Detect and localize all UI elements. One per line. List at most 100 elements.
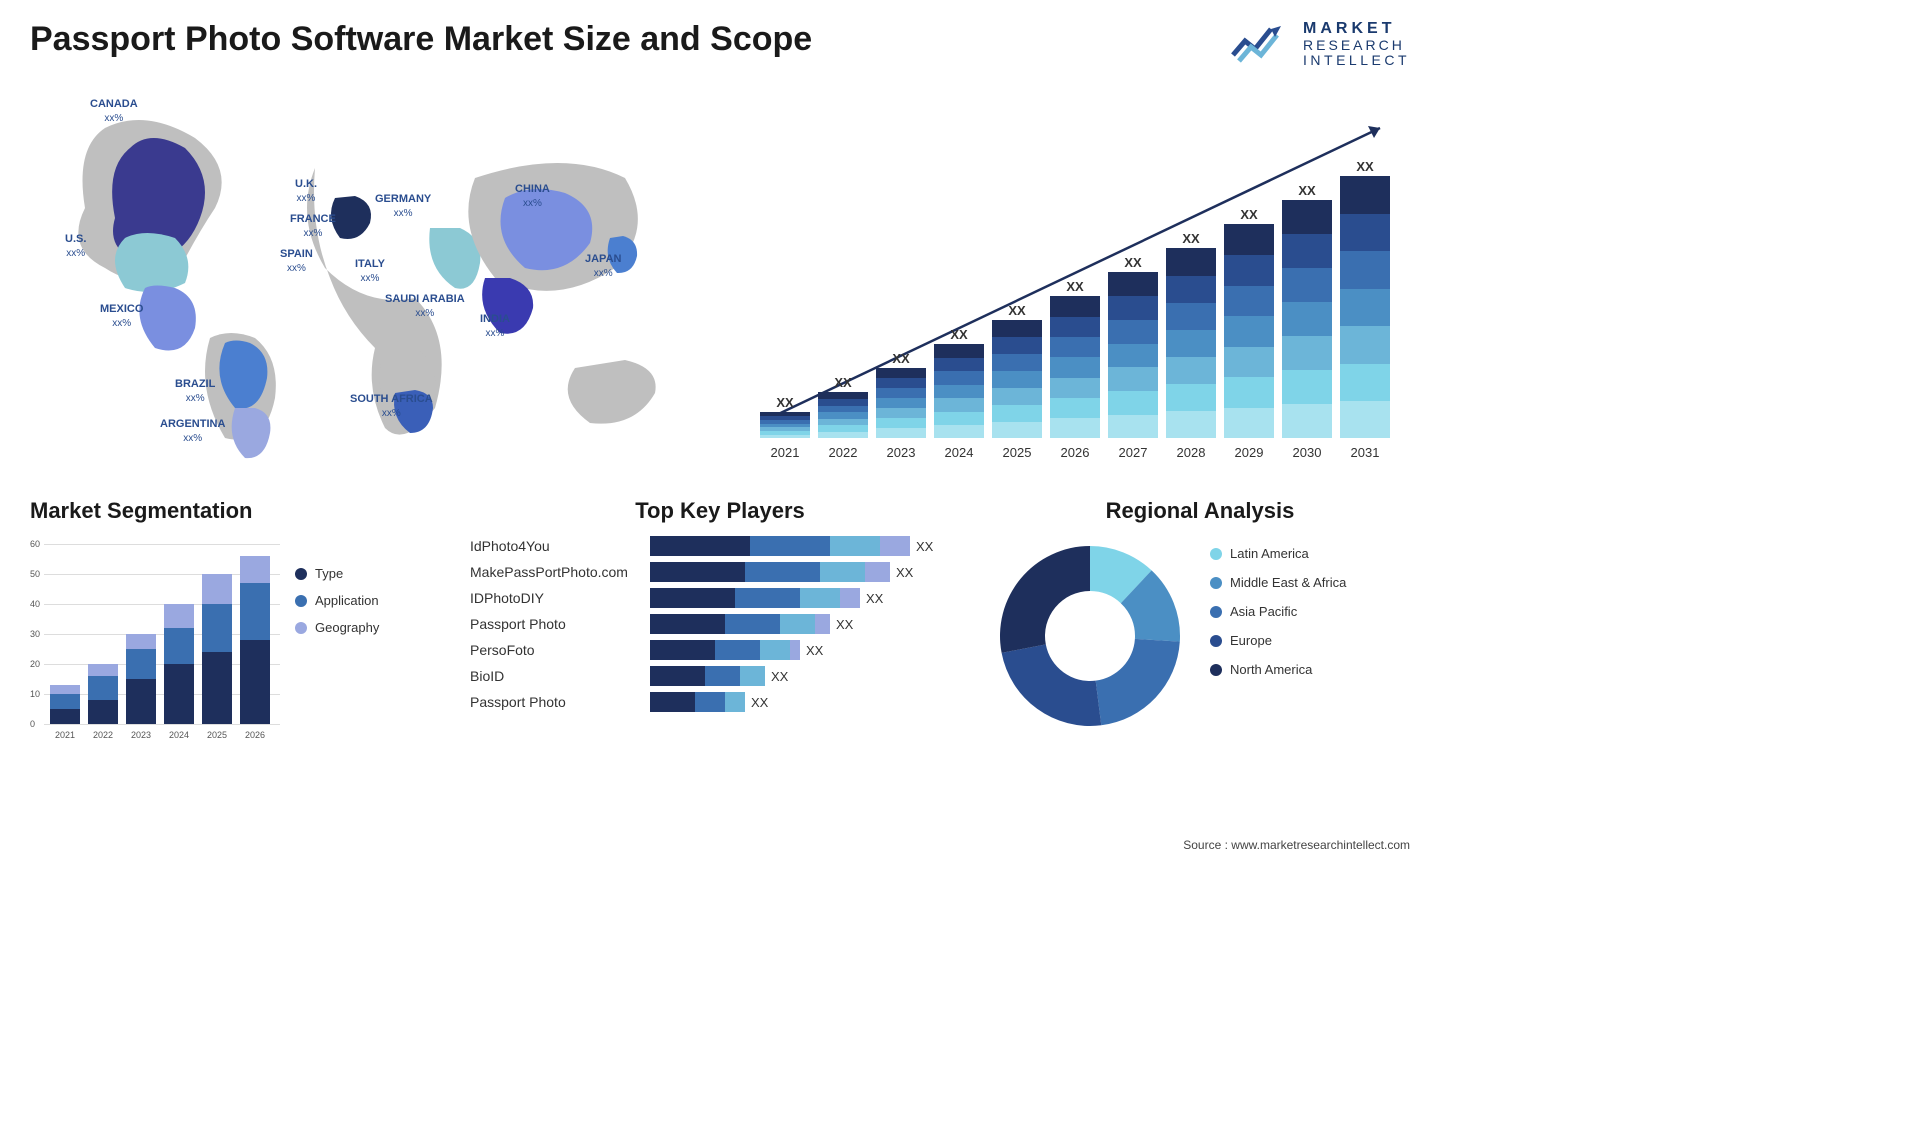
logo-text-2: RESEARCH	[1303, 38, 1410, 53]
source-text: Source : www.marketresearchintellect.com	[1183, 838, 1410, 852]
growth-bar-label: XX	[1282, 183, 1332, 198]
seg-year-label: 2024	[164, 730, 194, 740]
growth-bar	[1166, 248, 1216, 438]
growth-bar	[1050, 296, 1100, 438]
map-label: ITALYxx%	[355, 258, 385, 284]
player-bar	[650, 614, 830, 634]
seg-ytick: 0	[30, 719, 35, 729]
player-bar	[650, 588, 860, 608]
seg-bar	[88, 664, 118, 724]
player-bar	[650, 666, 765, 686]
segmentation-title: Market Segmentation	[30, 498, 450, 524]
growth-bar-label: XX	[760, 395, 810, 410]
growth-bar-label: XX	[876, 351, 926, 366]
growth-year-label: 2030	[1282, 445, 1332, 460]
growth-bar-label: XX	[1108, 255, 1158, 270]
seg-ytick: 20	[30, 659, 40, 669]
page-title: Passport Photo Software Market Size and …	[30, 20, 812, 59]
player-row: IdPhoto4YouXX	[470, 536, 970, 556]
player-value: XX	[771, 669, 788, 684]
map-label: INDIAxx%	[480, 313, 510, 339]
player-row: Passport PhotoXX	[470, 614, 970, 634]
seg-year-label: 2025	[202, 730, 232, 740]
map-label: JAPANxx%	[585, 253, 621, 279]
growth-year-label: 2024	[934, 445, 984, 460]
players-chart: IdPhoto4YouXX MakePassPortPhoto.comXX IDPh…	[470, 536, 970, 712]
player-row: Passport PhotoXX	[470, 692, 970, 712]
growth-bar	[760, 412, 810, 438]
legend-item: Europe	[1210, 633, 1346, 648]
map-label: FRANCExx%	[290, 213, 336, 239]
map-label: U.S.xx%	[65, 233, 86, 259]
growth-bar	[818, 392, 868, 438]
seg-year-label: 2023	[126, 730, 156, 740]
legend-item: Type	[295, 566, 379, 581]
seg-year-label: 2022	[88, 730, 118, 740]
growth-bar-label: XX	[1166, 231, 1216, 246]
growth-year-label: 2028	[1166, 445, 1216, 460]
seg-year-label: 2021	[50, 730, 80, 740]
growth-bar-label: XX	[992, 303, 1042, 318]
growth-bar	[1108, 272, 1158, 438]
growth-year-label: 2022	[818, 445, 868, 460]
player-row: MakePassPortPhoto.comXX	[470, 562, 970, 582]
seg-bar	[50, 685, 80, 724]
growth-year-label: 2029	[1224, 445, 1274, 460]
legend-item: Geography	[295, 620, 379, 635]
map-label: SPAINxx%	[280, 248, 313, 274]
player-name: Passport Photo	[470, 616, 650, 632]
growth-chart: XX2021XX2022XX2023XX2024XX2025XX2026XX20…	[750, 88, 1410, 468]
seg-bar	[240, 556, 270, 724]
growth-bar	[992, 320, 1042, 438]
growth-year-label: 2023	[876, 445, 926, 460]
growth-bar	[934, 344, 984, 438]
map-label: U.K.xx%	[295, 178, 317, 204]
growth-bar-label: XX	[1050, 279, 1100, 294]
seg-year-label: 2026	[240, 730, 270, 740]
legend-item: Latin America	[1210, 546, 1346, 561]
regional-title: Regional Analysis	[990, 498, 1410, 524]
logo-text-1: MARKET	[1303, 20, 1410, 38]
player-name: IDPhotoDIY	[470, 590, 650, 606]
regional-donut	[990, 536, 1190, 736]
map-label: CANADAxx%	[90, 98, 138, 124]
players-title: Top Key Players	[470, 498, 970, 524]
player-row: BioIDXX	[470, 666, 970, 686]
player-value: XX	[806, 643, 823, 658]
donut-slice	[1000, 546, 1090, 653]
map-label: GERMANYxx%	[375, 193, 431, 219]
growth-year-label: 2031	[1340, 445, 1390, 460]
seg-bar	[164, 604, 194, 724]
player-value: XX	[866, 591, 883, 606]
logo-icon	[1231, 23, 1293, 65]
segmentation-chart: 0102030405060202120222023202420252026	[30, 536, 280, 746]
legend-item: Middle East & Africa	[1210, 575, 1346, 590]
seg-bar	[126, 634, 156, 724]
growth-year-label: 2025	[992, 445, 1042, 460]
seg-ytick: 50	[30, 569, 40, 579]
map-label: SAUDI ARABIAxx%	[385, 293, 465, 319]
donut-slice	[1096, 639, 1180, 725]
world-map-panel: CANADAxx% U.S.xx% MEXICOxx% BRAZILxx% ARGENT…	[30, 88, 720, 468]
growth-year-label: 2027	[1108, 445, 1158, 460]
map-label: ARGENTINAxx%	[160, 418, 225, 444]
seg-ytick: 40	[30, 599, 40, 609]
map-label: MEXICOxx%	[100, 303, 143, 329]
growth-bar	[1282, 200, 1332, 438]
player-value: XX	[916, 539, 933, 554]
growth-bar-label: XX	[818, 375, 868, 390]
player-row: PersoFoto XX	[470, 640, 970, 660]
growth-year-label: 2021	[760, 445, 810, 460]
player-name: PersoFoto	[470, 642, 650, 658]
seg-ytick: 30	[30, 629, 40, 639]
map-label: BRAZILxx%	[175, 378, 215, 404]
map-label: SOUTH AFRICAxx%	[350, 393, 433, 419]
player-bar	[650, 536, 910, 556]
map-label: CHINAxx%	[515, 183, 550, 209]
player-value: XX	[751, 695, 768, 710]
legend-item: Application	[295, 593, 379, 608]
segmentation-legend: Type Application Geography	[295, 536, 379, 746]
growth-bar	[1224, 224, 1274, 438]
seg-bar	[202, 574, 232, 724]
seg-ytick: 10	[30, 689, 40, 699]
